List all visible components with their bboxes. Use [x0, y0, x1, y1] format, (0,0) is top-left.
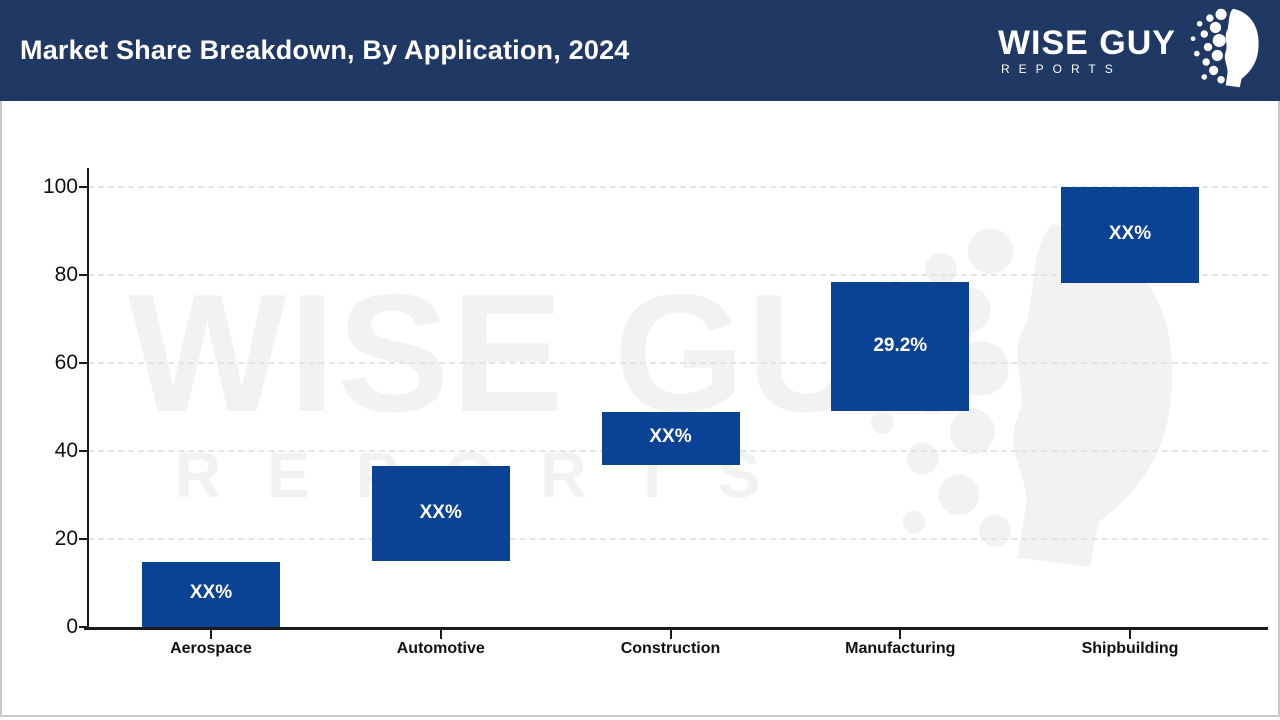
logo-wordmark: WISE GUY	[997, 23, 1176, 62]
y-tick-label: 100	[42, 175, 78, 198]
category-label: Shipbuilding	[1081, 640, 1179, 657]
y-tick-label: 80	[54, 263, 78, 286]
category-label: Manufacturing	[845, 640, 956, 657]
y-tick-label: 60	[54, 351, 78, 374]
bar-value-label: XX%	[649, 426, 692, 448]
bar	[831, 282, 970, 411]
wise-guy-reports-logo: WISE GUY REPORTS	[998, 4, 1280, 97]
y-axis-tick	[79, 538, 88, 540]
x-axis-tick	[899, 630, 902, 639]
y-tick-label: 0	[66, 615, 78, 638]
bar-value-label: XX%	[1108, 222, 1152, 244]
y-gridline	[88, 186, 1268, 188]
bar	[1061, 187, 1199, 283]
y-axis-tick	[79, 274, 88, 276]
y-gridline	[88, 538, 1268, 540]
y-axis-tick	[79, 362, 88, 364]
bar	[142, 561, 280, 627]
bar-value-label: XX%	[419, 501, 462, 523]
y-axis-tick	[79, 626, 88, 628]
y-gridline	[88, 362, 1268, 364]
category-label: Automotive	[396, 640, 485, 657]
bar	[371, 465, 510, 562]
logo-face-icon	[1180, 4, 1264, 97]
x-axis-tick	[210, 630, 212, 639]
y-axis-tick	[79, 186, 88, 188]
y-tick-label: 20	[54, 527, 78, 550]
x-axis-tick	[1129, 630, 1131, 639]
y-axis-line	[87, 168, 89, 629]
logo-subtitle: REPORTS	[1000, 61, 1122, 76]
header-bar: Market Share Breakdown, By Application, …	[0, 0, 1280, 101]
page-title: Market Share Breakdown, By Application, …	[20, 35, 630, 65]
x-axis-tick	[669, 630, 672, 639]
logo-text: WISE GUY REPORTS	[998, 26, 1176, 76]
y-axis-tick	[79, 450, 88, 452]
x-axis-tick	[439, 630, 442, 639]
bar-value-label: XX%	[189, 582, 233, 604]
bar	[601, 411, 740, 465]
bar-value-label: 29.2%	[873, 334, 928, 356]
category-label: Aerospace	[170, 640, 252, 657]
x-axis-line	[84, 627, 1268, 630]
y-gridline	[88, 274, 1268, 276]
y-tick-label: 40	[54, 439, 78, 462]
category-label: Construction	[620, 640, 721, 657]
